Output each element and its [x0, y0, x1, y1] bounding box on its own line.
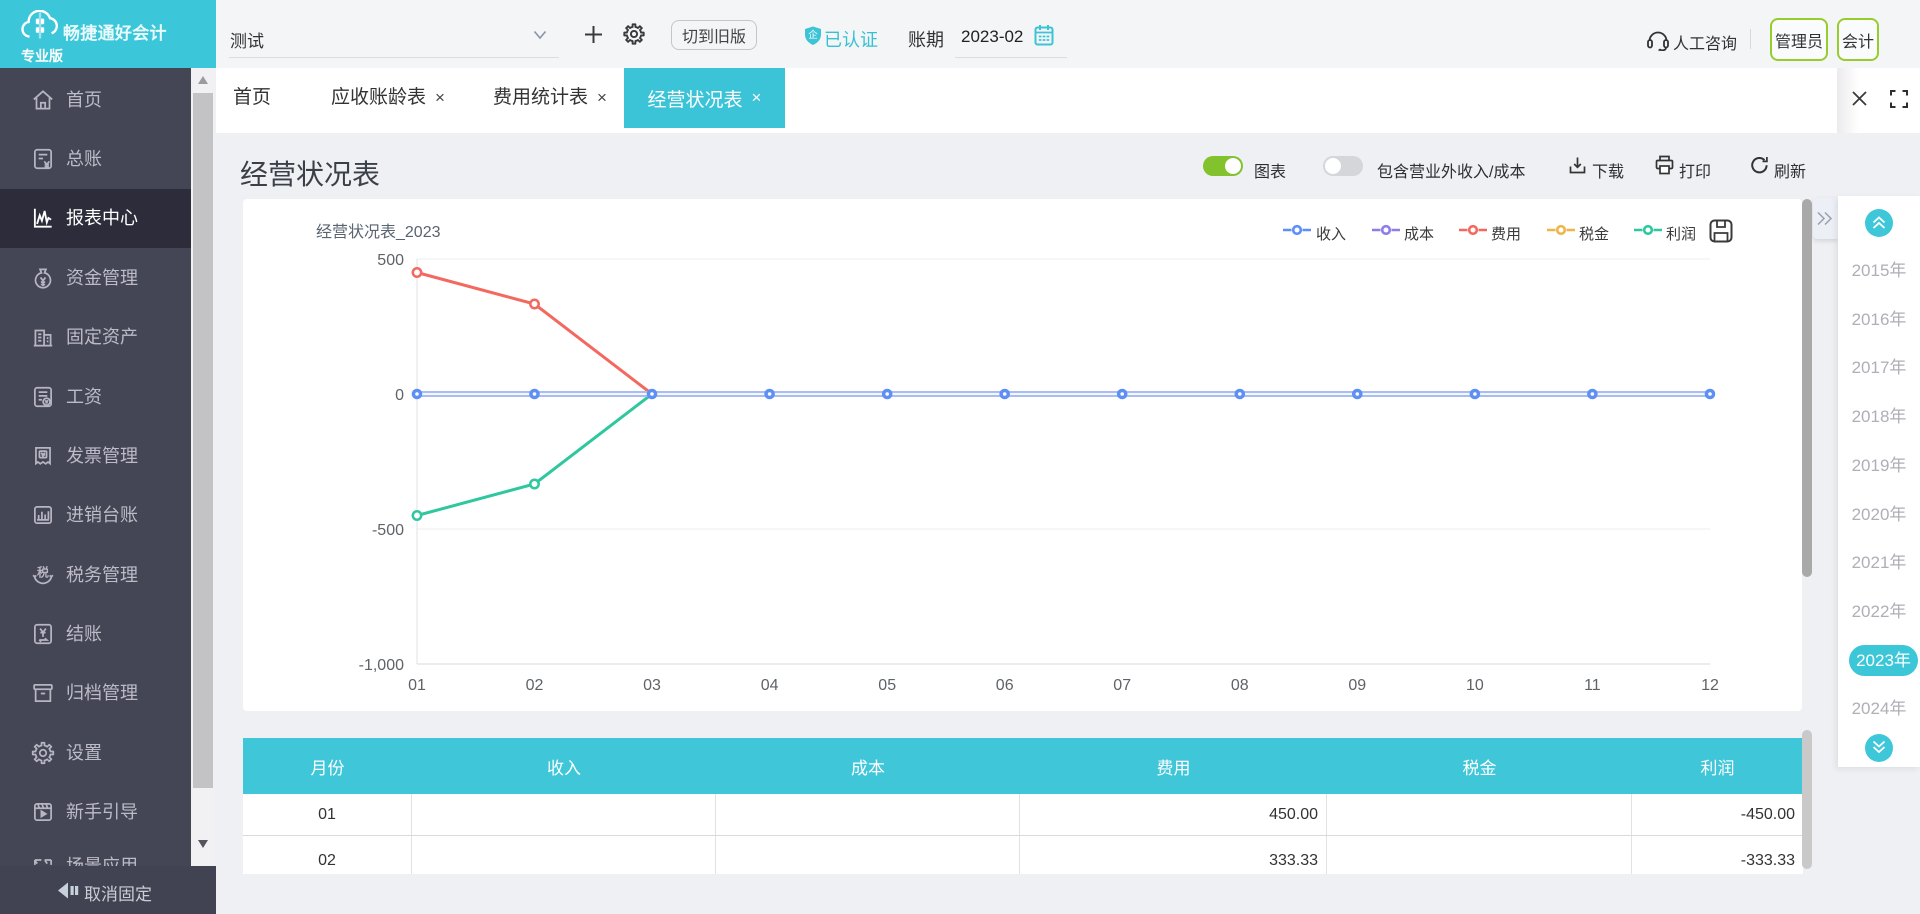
svg-text:500: 500	[377, 252, 404, 269]
svg-text:税: 税	[37, 565, 49, 579]
svg-text:03: 03	[643, 677, 661, 694]
svg-text:02: 02	[526, 677, 544, 694]
svg-text:-1,000: -1,000	[359, 657, 404, 674]
svg-text:-500: -500	[372, 522, 404, 539]
svg-text:11: 11	[1584, 677, 1601, 694]
svg-text:07: 07	[1113, 677, 1131, 694]
svg-text:企: 企	[808, 29, 818, 41]
svg-text:06: 06	[996, 677, 1014, 694]
svg-text:09: 09	[1348, 677, 1366, 694]
svg-text:05: 05	[878, 677, 896, 694]
svg-text:01: 01	[408, 677, 426, 694]
svg-text:12: 12	[1701, 677, 1719, 694]
svg-text:08: 08	[1231, 677, 1249, 694]
svg-text:0: 0	[395, 387, 404, 404]
svg-text:04: 04	[761, 677, 779, 694]
svg-text:10: 10	[1466, 677, 1484, 694]
